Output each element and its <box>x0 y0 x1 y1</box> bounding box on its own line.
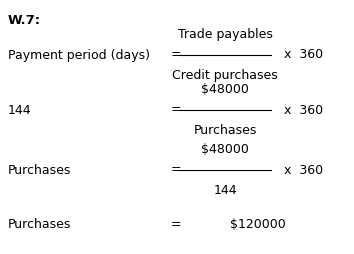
Text: $48000: $48000 <box>201 143 249 156</box>
Text: $48000: $48000 <box>201 83 249 96</box>
Text: 144: 144 <box>8 103 32 117</box>
Text: =: = <box>171 218 181 231</box>
Text: =: = <box>171 103 181 117</box>
Text: 144: 144 <box>213 184 237 197</box>
Text: Purchases: Purchases <box>8 218 72 231</box>
Text: Purchases: Purchases <box>8 164 72 177</box>
Text: Credit purchases: Credit purchases <box>172 69 278 82</box>
Text: x  360: x 360 <box>284 164 323 177</box>
Text: W.7:: W.7: <box>8 14 41 27</box>
Text: Payment period (days): Payment period (days) <box>8 49 150 61</box>
Text: $120000: $120000 <box>230 218 286 231</box>
Text: =: = <box>171 49 181 61</box>
Text: x  360: x 360 <box>284 49 323 61</box>
Text: Trade payables: Trade payables <box>178 28 273 41</box>
Text: =: = <box>171 164 181 177</box>
Text: x  360: x 360 <box>284 103 323 117</box>
Text: Purchases: Purchases <box>193 124 257 137</box>
